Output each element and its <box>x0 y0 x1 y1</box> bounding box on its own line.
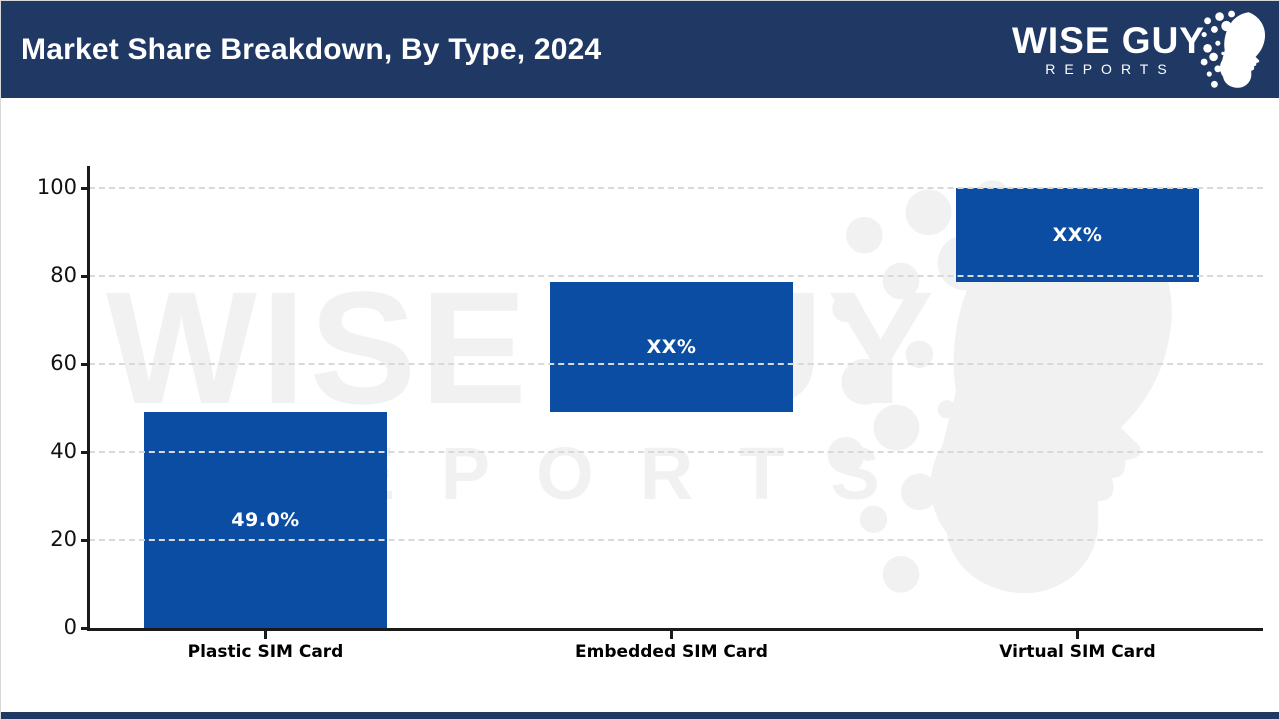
bar-value-label: XX% <box>1052 223 1103 246</box>
bar-embedded-sim-card: XX% <box>550 282 793 413</box>
x-axis-category-label: Virtual SIM Card <box>999 642 1156 662</box>
x-axis-tick-mark <box>670 631 673 639</box>
gridline-y100 <box>89 186 1263 189</box>
y-axis-tick-mark <box>81 362 89 366</box>
brand-name: WISE GUY <box>1011 19 1205 61</box>
footer-bar <box>1 712 1279 719</box>
gridline-y80 <box>89 274 1263 277</box>
brand-subtitle: REPORTS <box>1045 60 1176 77</box>
brand-logo-text: WISE GUY REPORTS <box>1011 19 1205 77</box>
x-axis-line <box>87 628 1263 631</box>
bar-value-label: 49.0% <box>231 509 300 532</box>
brand-face-icon <box>1200 10 1266 88</box>
x-axis-category-label: Embedded SIM Card <box>575 642 768 662</box>
bar-plastic-sim-card: 49.0% <box>144 412 387 628</box>
y-axis-tick-label: 0 <box>63 615 77 639</box>
gridline-y60 <box>89 362 1263 365</box>
x-axis-category-label: Plastic SIM Card <box>187 642 344 662</box>
bar-value-label: XX% <box>646 336 697 359</box>
page-title: Market Share Breakdown, By Type, 2024 <box>21 32 602 66</box>
y-axis-tick-label: 40 <box>50 438 77 463</box>
y-axis-tick-mark <box>81 274 89 278</box>
header-bar: Market Share Breakdown, By Type, 2024 WI… <box>1 1 1279 98</box>
x-axis-tick-mark <box>264 631 267 639</box>
y-axis-tick-label: 100 <box>36 174 77 199</box>
brand-logo: WISE GUY REPORTS <box>1011 8 1279 92</box>
y-axis-tick-label: 80 <box>50 262 77 287</box>
y-axis-tick-mark <box>81 450 89 454</box>
y-axis-tick-label: 60 <box>50 350 77 375</box>
y-axis-line <box>87 166 90 631</box>
y-axis-tick-mark <box>81 627 89 630</box>
gridline-y20 <box>89 538 1263 541</box>
bar-virtual-sim-card: XX% <box>956 187 1199 283</box>
y-axis-tick-label: 20 <box>50 526 77 551</box>
gridline-y40 <box>89 450 1263 453</box>
y-axis-tick-mark <box>81 186 89 190</box>
x-axis-tick-mark <box>1076 631 1079 639</box>
y-axis-tick-mark <box>81 538 89 542</box>
